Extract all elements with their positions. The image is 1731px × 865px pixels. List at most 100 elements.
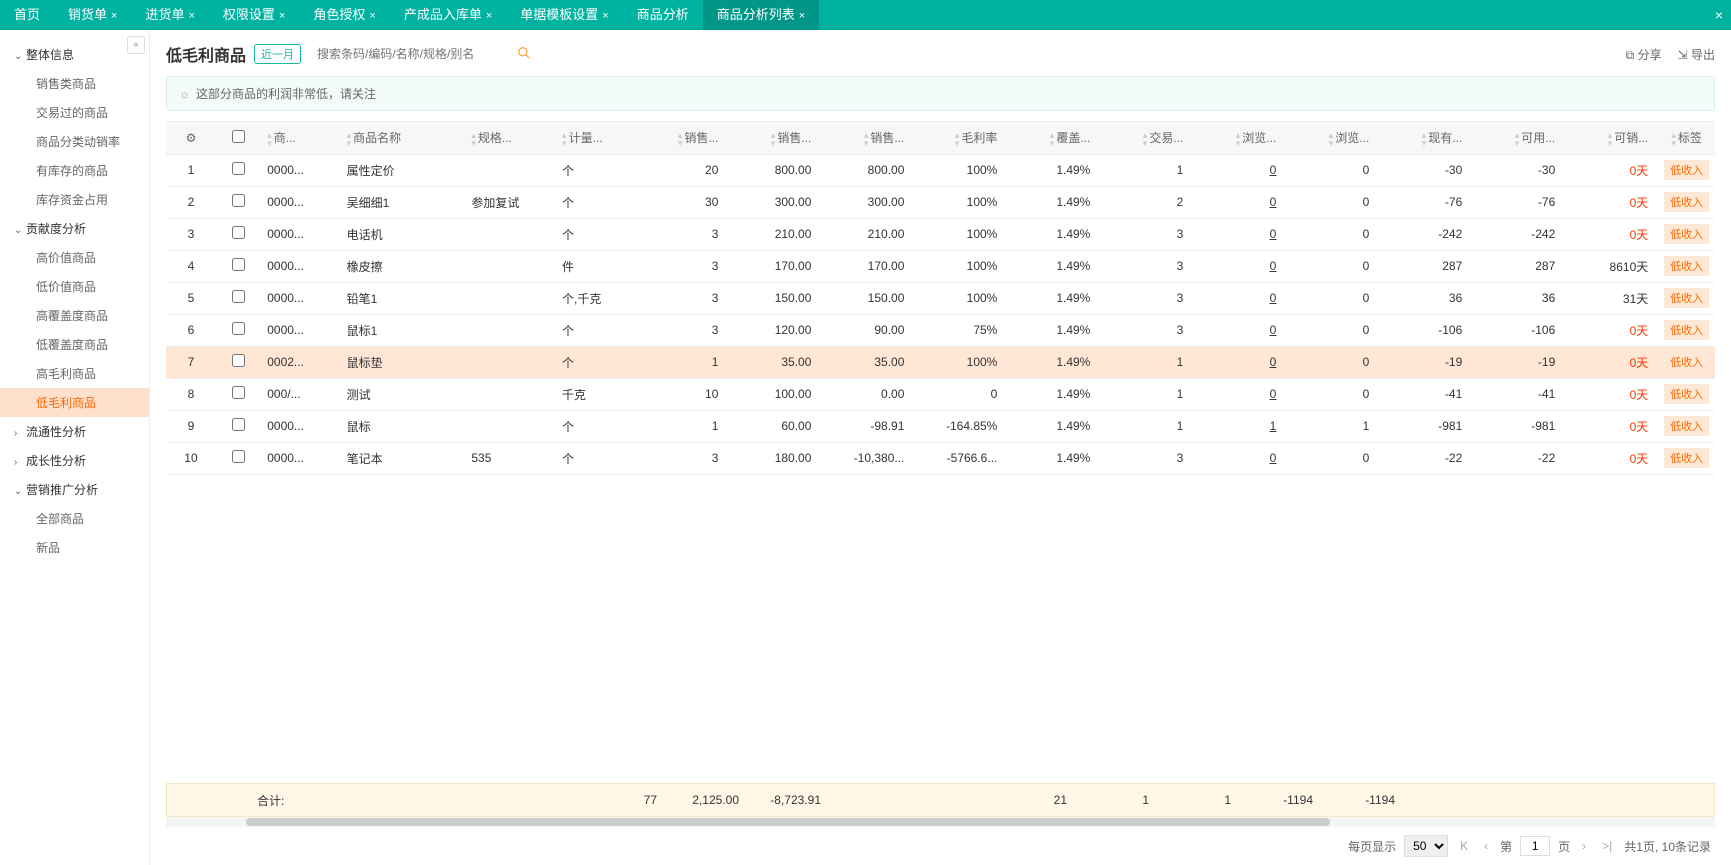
sidebar-group-流通性分析[interactable]: 流通性分析: [0, 417, 149, 446]
col-1[interactable]: [216, 122, 261, 154]
col-9[interactable]: ▴▾毛利率: [914, 122, 1007, 154]
table-row[interactable]: 40000...橡皮擦件3170.00170.00100%1.49%300287…: [166, 250, 1715, 282]
table-wrap[interactable]: ⚙▴▾商...▴▾商品名称▴▾规格...▴▾计量...▴▾销售...▴▾销售..…: [166, 121, 1715, 783]
cell: 1.49%: [1007, 410, 1100, 442]
col-6[interactable]: ▴▾销售...: [635, 122, 728, 154]
row-checkbox[interactable]: [232, 322, 245, 335]
first-page-icon[interactable]: K: [1456, 839, 1472, 853]
view-link[interactable]: 0: [1270, 291, 1277, 305]
sidebar-item-低价值商品[interactable]: 低价值商品: [0, 272, 149, 301]
view-link[interactable]: 0: [1270, 323, 1277, 337]
sidebar-item-低覆盖度商品[interactable]: 低覆盖度商品: [0, 330, 149, 359]
view-link[interactable]: 0: [1270, 451, 1277, 465]
sidebar-item-高价值商品[interactable]: 高价值商品: [0, 243, 149, 272]
share-button[interactable]: ⧉ 分享: [1626, 46, 1662, 63]
col-16[interactable]: ▴▾可销...: [1565, 122, 1658, 154]
row-checkbox[interactable]: [232, 162, 245, 175]
sidebar-item-销售类商品[interactable]: 销售类商品: [0, 69, 149, 98]
col-5[interactable]: ▴▾计量...: [556, 122, 635, 154]
tab-close-icon[interactable]: ×: [188, 10, 194, 22]
row-checkbox[interactable]: [232, 226, 245, 239]
view-link[interactable]: 0: [1270, 387, 1277, 401]
prev-page-icon[interactable]: ‹: [1480, 839, 1492, 853]
tab-close-icon[interactable]: ×: [369, 10, 375, 22]
next-page-icon[interactable]: ›: [1578, 839, 1590, 853]
tab-商品分析[interactable]: 商品分析: [623, 0, 703, 30]
sidebar-item-低毛利商品[interactable]: 低毛利商品: [0, 388, 149, 417]
tab-产成品入库单[interactable]: 产成品入库单×: [390, 0, 506, 30]
table-row[interactable]: 20000...吴细细1参加复试个30300.00300.00100%1.49%…: [166, 186, 1715, 218]
col-12[interactable]: ▴▾浏览...: [1193, 122, 1286, 154]
view-link[interactable]: 0: [1270, 163, 1277, 177]
tab-close-icon[interactable]: ×: [279, 10, 285, 22]
tab-角色授权[interactable]: 角色授权×: [299, 0, 389, 30]
sidebar-group-贡献度分析[interactable]: 贡献度分析: [0, 214, 149, 243]
view-link[interactable]: 0: [1270, 355, 1277, 369]
page-input[interactable]: [1520, 836, 1550, 856]
col-4[interactable]: ▴▾规格...: [465, 122, 556, 154]
sidebar-item-库存资金占用[interactable]: 库存资金占用: [0, 185, 149, 214]
row-checkbox[interactable]: [232, 354, 245, 367]
sidebar-item-全部商品[interactable]: 全部商品: [0, 504, 149, 533]
select-all-checkbox[interactable]: [232, 130, 245, 143]
tab-close-icon[interactable]: ×: [486, 10, 492, 22]
view-link[interactable]: 0: [1270, 259, 1277, 273]
table-row[interactable]: 8000/...测试千克10100.000.0001.49%100-41-410…: [166, 378, 1715, 410]
sidebar-item-交易过的商品[interactable]: 交易过的商品: [0, 98, 149, 127]
sidebar-item-高毛利商品[interactable]: 高毛利商品: [0, 359, 149, 388]
table-row[interactable]: 70002...鼠标垫个135.0035.00100%1.49%100-19-1…: [166, 346, 1715, 378]
gear-icon[interactable]: ⚙: [186, 131, 197, 145]
col-14[interactable]: ▴▾现有...: [1379, 122, 1472, 154]
tab-权限设置[interactable]: 权限设置×: [209, 0, 299, 30]
sidebar-item-有库存的商品[interactable]: 有库存的商品: [0, 156, 149, 185]
view-link[interactable]: 0: [1270, 227, 1277, 241]
col-0[interactable]: ⚙: [166, 122, 216, 154]
row-checkbox[interactable]: [232, 450, 245, 463]
tab-销货单[interactable]: 销货单×: [54, 0, 131, 30]
col-13[interactable]: ▴▾浏览...: [1286, 122, 1379, 154]
per-page-select[interactable]: 50: [1404, 835, 1448, 857]
col-15[interactable]: ▴▾可用...: [1472, 122, 1565, 154]
last-page-icon[interactable]: >|: [1598, 839, 1616, 853]
sidebar-group-营销推广分析[interactable]: 营销推广分析: [0, 475, 149, 504]
tab-商品分析列表[interactable]: 商品分析列表×: [703, 0, 819, 30]
row-checkbox[interactable]: [232, 290, 245, 303]
view-link[interactable]: 1: [1270, 419, 1277, 433]
col-10[interactable]: ▴▾覆盖...: [1007, 122, 1100, 154]
row-checkbox[interactable]: [232, 418, 245, 431]
table-row[interactable]: 100000...笔记本535个3180.00-10,380...-5766.6…: [166, 442, 1715, 474]
table-row[interactable]: 30000...电话机个3210.00210.00100%1.49%300-24…: [166, 218, 1715, 250]
tab-首页[interactable]: 首页: [0, 0, 54, 30]
col-7[interactable]: ▴▾销售...: [728, 122, 821, 154]
tab-close-icon[interactable]: ×: [799, 10, 805, 22]
table-row[interactable]: 90000...鼠标个160.00-98.91-164.85%1.49%111-…: [166, 410, 1715, 442]
hscrollbar[interactable]: [166, 817, 1715, 827]
col-8[interactable]: ▴▾销售...: [821, 122, 914, 154]
col-2[interactable]: ▴▾商...: [261, 122, 340, 154]
sidebar-item-商品分类动销率[interactable]: 商品分类动销率: [0, 127, 149, 156]
tab-进货单[interactable]: 进货单×: [131, 0, 208, 30]
tab-close-icon[interactable]: ×: [602, 10, 608, 22]
search-icon[interactable]: [517, 46, 531, 63]
table-row[interactable]: 60000...鼠标1个3120.0090.0075%1.49%300-106-…: [166, 314, 1715, 346]
col-17[interactable]: ▴▾标签: [1658, 122, 1715, 154]
sidebar-collapse-icon[interactable]: «: [127, 36, 145, 54]
sidebar-group-成长性分析[interactable]: 成长性分析: [0, 446, 149, 475]
col-3[interactable]: ▴▾商品名称: [341, 122, 466, 154]
export-button[interactable]: ⇲ 导出: [1678, 46, 1715, 63]
search-input[interactable]: [311, 43, 511, 65]
view-link[interactable]: 0: [1270, 195, 1277, 209]
tab-close-icon[interactable]: ×: [111, 10, 117, 22]
col-11[interactable]: ▴▾交易...: [1100, 122, 1193, 154]
tab-单据模板设置[interactable]: 单据模板设置×: [506, 0, 622, 30]
sidebar-item-高覆盖度商品[interactable]: 高覆盖度商品: [0, 301, 149, 330]
table-row[interactable]: 10000...属性定价个20800.00800.00100%1.49%100-…: [166, 154, 1715, 186]
close-all-icon[interactable]: ×: [1715, 0, 1723, 30]
sidebar-item-新品[interactable]: 新品: [0, 533, 149, 562]
row-checkbox[interactable]: [232, 194, 245, 207]
period-badge[interactable]: 近一月: [254, 44, 301, 64]
row-checkbox[interactable]: [232, 258, 245, 271]
table-row[interactable]: 50000...铅笔1个,千克3150.00150.00100%1.49%300…: [166, 282, 1715, 314]
row-checkbox[interactable]: [232, 386, 245, 399]
hscroll-thumb[interactable]: [246, 818, 1330, 826]
